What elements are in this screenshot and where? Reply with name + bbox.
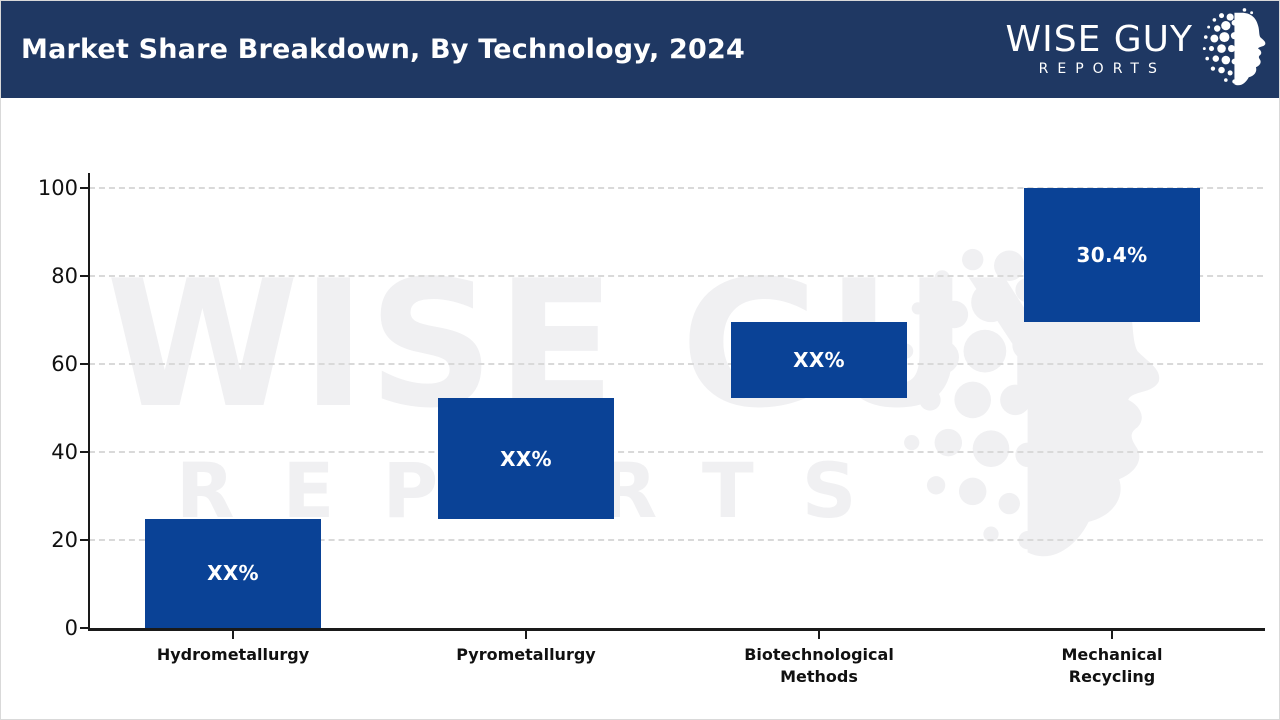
y-tick-mark	[80, 363, 89, 365]
y-tick-label: 0	[64, 616, 78, 640]
x-category-label: Pyrometallurgy	[456, 645, 596, 664]
bar: XX%	[438, 398, 614, 519]
bar-value-label: 30.4%	[1076, 242, 1148, 267]
bar-value-label: XX%	[500, 446, 552, 471]
x-tick-mark	[1111, 631, 1113, 639]
y-tick-mark	[80, 539, 89, 541]
y-axis-line	[88, 173, 90, 631]
chart-plot-area: WISE GUY REPORTS 020406080100XX%Hydromet…	[1, 98, 1279, 719]
y-tick-label: 60	[51, 352, 78, 376]
bar-value-label: XX%	[207, 561, 259, 586]
y-tick-label: 100	[37, 176, 78, 200]
gridline-100	[89, 187, 1263, 189]
x-category-label: Biotechnological Methods	[744, 645, 894, 686]
gridline-40	[89, 451, 1263, 453]
header-bar: Market Share Breakdown, By Technology, 2…	[1, 1, 1279, 98]
x-category-label: Hydrometallurgy	[156, 645, 310, 664]
y-tick-label: 80	[51, 264, 78, 288]
chart-title: Market Share Breakdown, By Technology, 2…	[21, 34, 746, 65]
gridline-80	[89, 275, 1263, 277]
x-axis-line	[88, 628, 1265, 631]
logo-head-icon	[1202, 7, 1266, 85]
y-tick-label: 40	[51, 440, 78, 464]
gridline-60	[89, 363, 1263, 365]
bar-value-label: XX%	[793, 348, 845, 373]
brand-logo: WISE GUY REPORTS	[1006, 7, 1270, 93]
y-tick-mark	[80, 627, 89, 629]
y-tick-mark	[80, 187, 89, 189]
y-tick-mark	[80, 451, 89, 453]
y-tick-label: 20	[51, 528, 78, 552]
x-category-label: Mechanical Recycling	[1061, 645, 1163, 686]
logo-wordmark: WISE GUY	[1005, 19, 1193, 60]
gridline-20	[89, 539, 1263, 541]
logo-subtext: REPORTS	[1038, 61, 1166, 77]
brand-logo-text: WISE GUY REPORTS	[1005, 19, 1194, 78]
bar: 30.4%	[1024, 188, 1200, 322]
bar: XX%	[145, 518, 321, 628]
x-tick-mark	[818, 631, 820, 639]
y-tick-mark	[80, 275, 89, 277]
bar: XX%	[731, 321, 907, 399]
x-tick-mark	[525, 631, 527, 639]
x-tick-mark	[232, 631, 234, 639]
